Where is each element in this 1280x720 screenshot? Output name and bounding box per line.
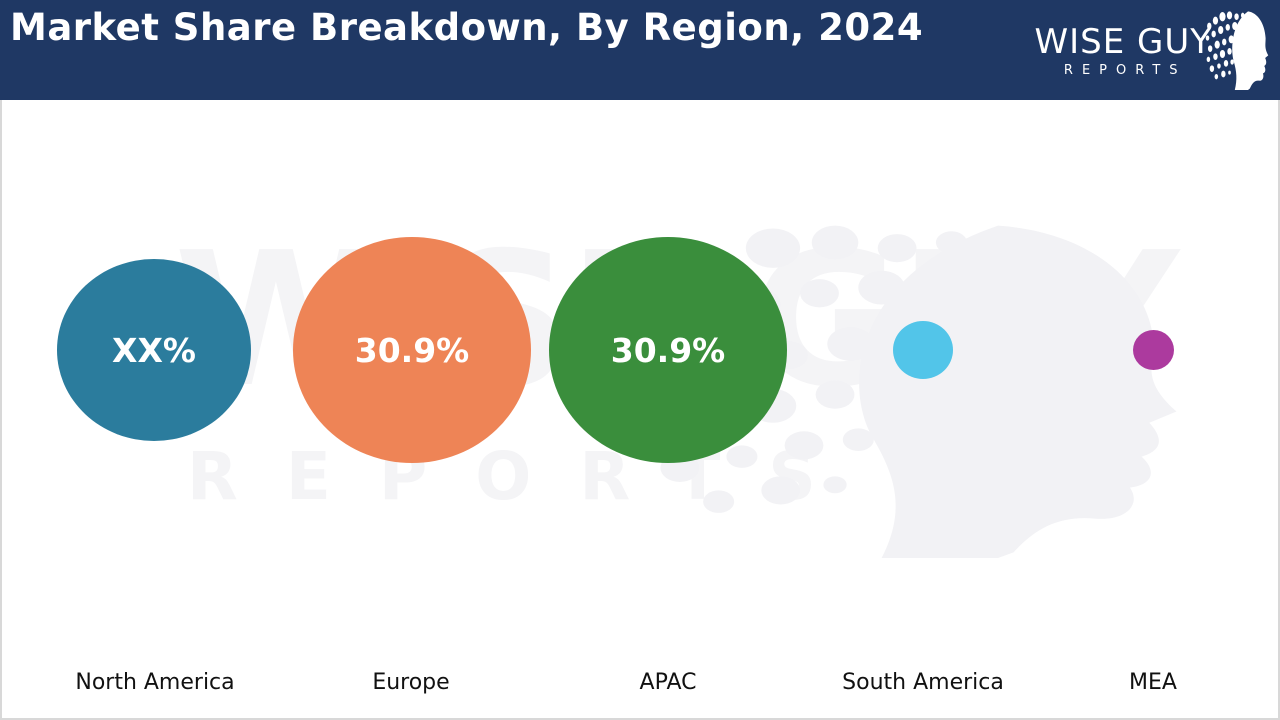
- logo-tagline: REPORTS: [1063, 63, 1187, 78]
- chart-area: WISE GUY REPORTS XX% 30.9% 30.9% North A…: [0, 100, 1280, 720]
- category-label-apac: APAC: [639, 670, 697, 695]
- wise-guy-logo: WISE GUY REPORTS: [1034, 10, 1270, 90]
- category-label-europe: Europe: [372, 670, 450, 695]
- bubble-value-label: 30.9%: [354, 330, 470, 370]
- page-title: Market Share Breakdown, By Region, 2024: [10, 6, 924, 49]
- category-label-mea: MEA: [1129, 670, 1177, 695]
- bubble-value-label: 30.9%: [610, 330, 726, 370]
- bubble-north-america: XX%: [57, 259, 251, 441]
- category-label-south-america: South America: [842, 670, 1004, 695]
- category-label-north-america: North America: [75, 670, 235, 695]
- bubble-europe: 30.9%: [293, 237, 531, 463]
- bubble-apac: 30.9%: [549, 237, 787, 463]
- logo-text: WISE GUY REPORTS: [1034, 22, 1212, 78]
- bubble-south-america: [893, 321, 953, 379]
- header-bar: Market Share Breakdown, By Region, 2024 …: [0, 0, 1280, 100]
- bubble-mea: [1133, 330, 1174, 370]
- logo-name: WISE GUY: [1034, 22, 1212, 62]
- bubble-value-label: XX%: [112, 330, 196, 370]
- wise-guy-head-icon: [1205, 11, 1269, 90]
